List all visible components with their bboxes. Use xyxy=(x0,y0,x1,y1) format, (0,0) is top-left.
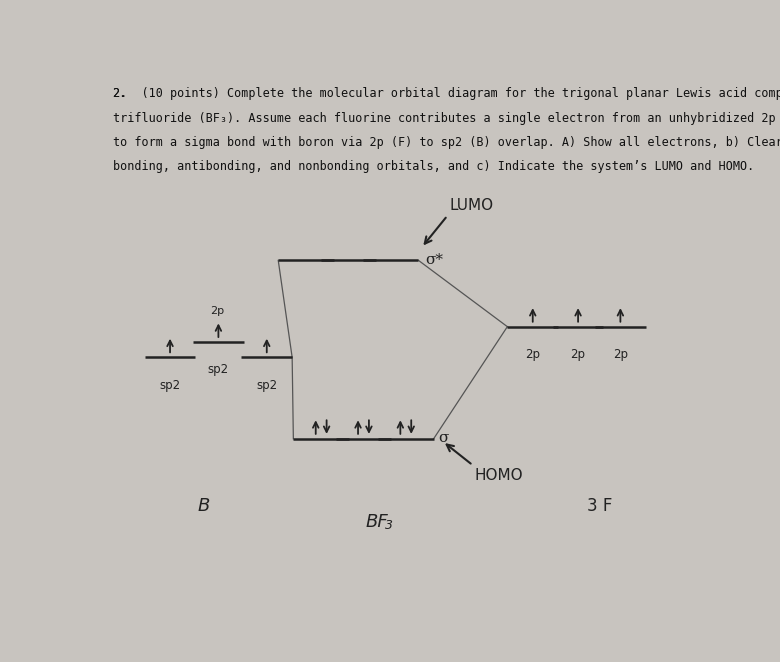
Text: σ: σ xyxy=(438,431,448,445)
Text: sp2: sp2 xyxy=(256,379,278,392)
Text: 2p: 2p xyxy=(571,348,586,361)
Text: 2p: 2p xyxy=(525,348,541,361)
Text: sp2: sp2 xyxy=(207,363,229,377)
Text: 2.  (10 points) Complete the molecular orbital diagram for the trigonal planar L: 2. (10 points) Complete the molecular or… xyxy=(112,87,780,100)
Text: HOMO: HOMO xyxy=(475,469,523,483)
Text: σ*: σ* xyxy=(426,254,444,267)
Text: sp2: sp2 xyxy=(159,379,181,392)
Text: 2p: 2p xyxy=(613,348,628,361)
Text: 3 F: 3 F xyxy=(587,497,612,515)
Text: bonding, antibonding, and nonbonding orbitals, and c) Indicate the system’s LUMO: bonding, antibonding, and nonbonding orb… xyxy=(112,160,753,173)
Text: 2.: 2. xyxy=(112,87,127,100)
Text: trifluoride (BF₃). Assume each fluorine contributes a single electron from an un: trifluoride (BF₃). Assume each fluorine … xyxy=(112,112,780,124)
Text: BF: BF xyxy=(365,512,388,530)
Text: 2p: 2p xyxy=(210,307,225,316)
Text: to form a sigma bond with boron via 2p (F) to sp2 (B) overlap. A) Show all elect: to form a sigma bond with boron via 2p (… xyxy=(112,136,780,149)
Text: LUMO: LUMO xyxy=(450,198,494,213)
Text: B: B xyxy=(197,497,210,515)
Text: 3: 3 xyxy=(385,519,392,532)
